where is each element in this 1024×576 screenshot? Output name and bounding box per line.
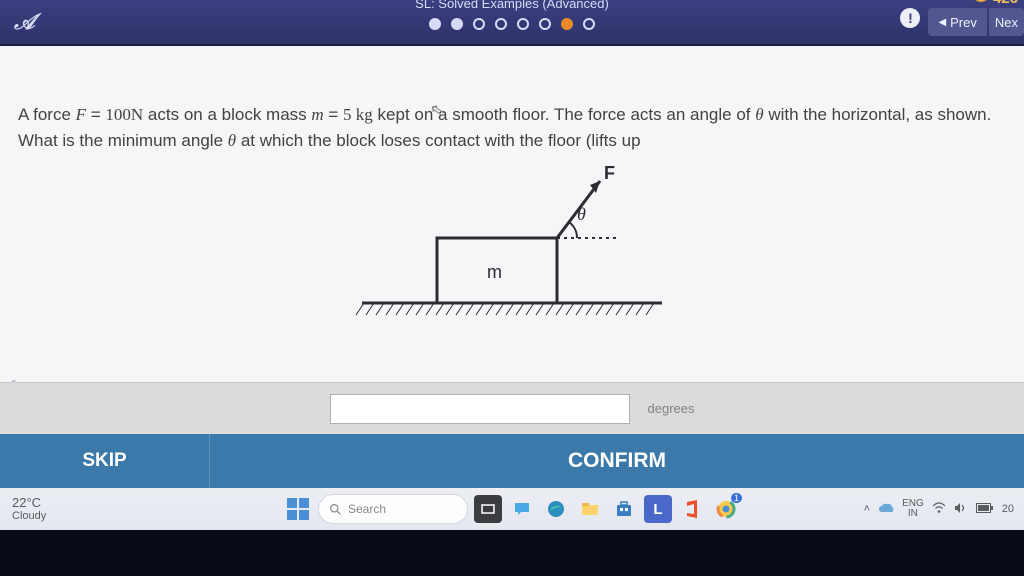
q-var: F — [76, 105, 86, 124]
physics-diagram: m F θ — [342, 163, 682, 333]
office-icon[interactable] — [678, 495, 706, 523]
unit-label: degrees — [648, 401, 695, 416]
q-var: θ — [228, 131, 236, 150]
confirm-button[interactable]: CONFIRM — [210, 434, 1024, 488]
chevron-up-icon[interactable]: ˄ — [864, 503, 870, 515]
mass-label: m — [487, 262, 502, 282]
progress-dot[interactable] — [495, 18, 507, 30]
coin-icon — [973, 0, 989, 8]
progress-dot[interactable] — [451, 18, 463, 30]
triangle-left-icon: ◀ — [938, 17, 946, 28]
onedrive-icon[interactable] — [878, 502, 894, 517]
volume-icon[interactable] — [954, 502, 968, 517]
answer-input[interactable] — [330, 394, 630, 424]
progress-dot[interactable] — [583, 18, 595, 30]
taskview-icon[interactable] — [474, 495, 502, 523]
weather-widget[interactable]: 22°C Cloudy — [12, 496, 46, 522]
skip-button[interactable]: SKIP — [0, 434, 210, 488]
clock-time: 20 — [1002, 503, 1014, 515]
lesson-title: SL: Solved Examples (Advanced) — [415, 0, 609, 11]
store-icon[interactable] — [610, 495, 638, 523]
frame-edge — [0, 530, 1024, 576]
q-text: at which the block loses contact with th… — [241, 131, 641, 150]
points-badge: 426 — [973, 0, 1018, 8]
language-indicator[interactable]: ENG IN — [902, 499, 924, 519]
q-var: θ — [755, 105, 763, 124]
progress-dot[interactable] — [429, 18, 441, 30]
browser-icon[interactable]: 1 — [712, 495, 740, 523]
start-icon[interactable] — [284, 495, 312, 523]
progress-dot-current[interactable] — [561, 18, 573, 30]
progress-dot[interactable] — [473, 18, 485, 30]
q-text: = — [86, 105, 105, 124]
wifi-icon[interactable] — [932, 502, 946, 517]
edge-icon[interactable] — [542, 495, 570, 523]
battery-icon[interactable] — [976, 503, 994, 516]
action-row: SKIP CONFIRM — [0, 434, 1024, 488]
q-text: A force — [18, 105, 76, 124]
q-text: = — [324, 105, 343, 124]
taskbar: 22°C Cloudy Search — [0, 488, 1024, 530]
system-tray[interactable]: ˄ ENG IN 20 — [864, 499, 1014, 519]
weather-temp: 22°C — [12, 496, 46, 510]
search-icon — [329, 503, 342, 516]
next-label: Nex — [995, 15, 1018, 30]
search-placeholder: Search — [348, 502, 386, 516]
points-value: 426 — [993, 0, 1018, 7]
explorer-icon[interactable] — [576, 495, 604, 523]
prev-label: Prev — [950, 15, 977, 30]
progress-dots — [429, 18, 595, 30]
progress-dot[interactable] — [517, 18, 529, 30]
question-panel: ⇖ A force F = 100N acts on a block mass … — [0, 46, 1024, 382]
q-text: acts on a block mass — [148, 105, 311, 124]
brand-logo: 𝒜 — [14, 9, 35, 35]
q-val: 5 kg — [343, 105, 373, 124]
q-var: m — [311, 105, 323, 124]
progress-dot[interactable] — [539, 18, 551, 30]
lang-bottom: IN — [908, 509, 918, 519]
chat-icon[interactable] — [508, 495, 536, 523]
answer-row: degrees — [0, 382, 1024, 434]
question-text: A force F = 100N acts on a block mass m … — [18, 102, 1006, 155]
info-icon[interactable]: ! — [900, 8, 920, 28]
prev-button[interactable]: ◀ Prev — [928, 8, 986, 36]
q-val: 100N — [105, 105, 143, 124]
app-icon-l[interactable]: L — [644, 495, 672, 523]
weather-condition: Cloudy — [12, 510, 46, 522]
svg-text:F: F — [604, 163, 615, 183]
taskbar-search[interactable]: Search — [318, 494, 468, 524]
next-button[interactable]: Nex — [989, 8, 1024, 36]
svg-text:θ: θ — [577, 204, 586, 224]
app-header: 𝒜 SL: Solved Examples (Advanced) 426 — [0, 0, 1024, 46]
